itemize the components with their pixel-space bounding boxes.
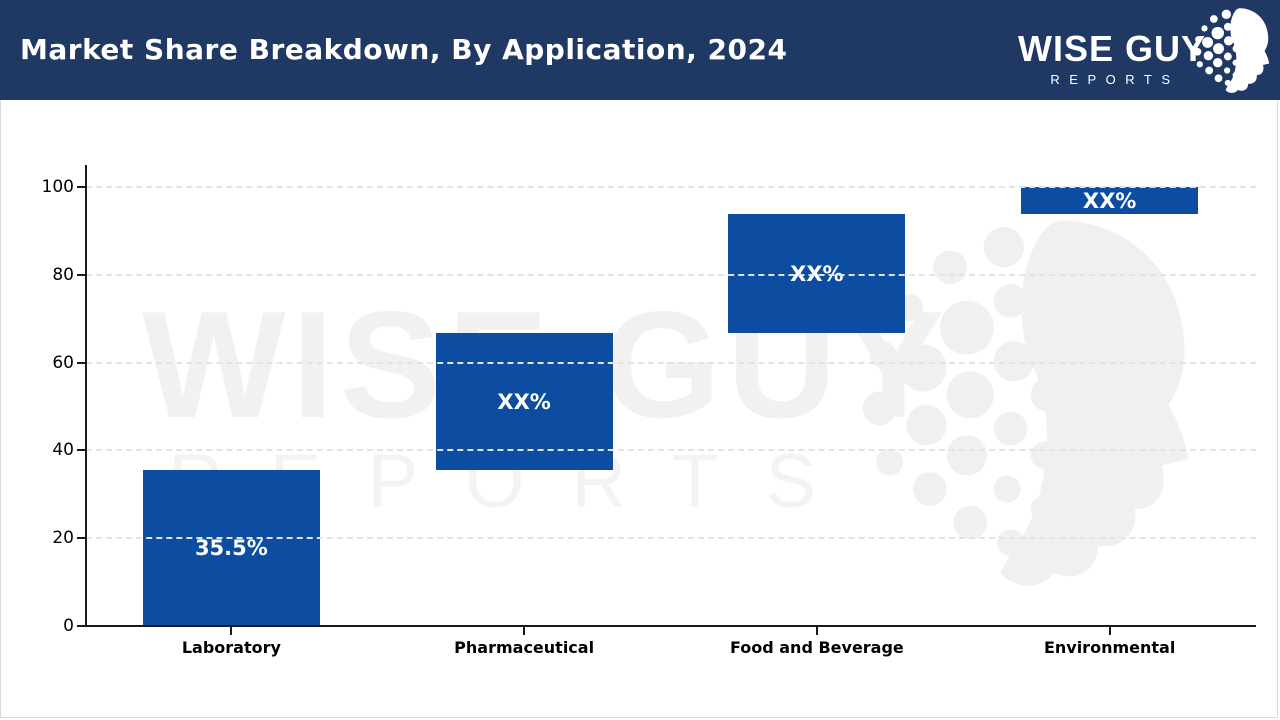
bar-environmental: XX% [1021,187,1199,215]
x-tick-mark-environmental [1108,627,1111,635]
bar-value-label-environmental: XX% [1082,188,1137,213]
brand-logo-text: WISE GUY REPORTS [1018,28,1206,87]
chart-title: Market Share Breakdown, By Application, … [20,33,788,66]
bar-laboratory: 35.5% [142,470,320,626]
bar-food-and-beverage: XX% [728,214,906,334]
y-tick-label-0: 0 [63,616,74,636]
x-axis-label-laboratory: Laboratory [181,638,281,657]
x-axis [85,625,1256,627]
brand-tagline: REPORTS [1050,72,1180,87]
x-axis-label-environmental: Environmental [1043,638,1176,657]
y-tick-mark-40 [77,449,85,452]
bar-value-label-laboratory: 35.5% [194,536,268,561]
y-tick-mark-20 [77,537,85,540]
y-tick-label-60: 60 [52,352,74,373]
header-bar: Market Share Breakdown, By Application, … [0,0,1280,100]
brand-name: WISE GUY [1017,28,1206,69]
brand-logo: WISE GUY REPORTS [1012,6,1270,94]
y-tick-mark-0 [77,625,85,627]
y-tick-label-40: 40 [52,440,74,461]
bar-value-label-food-and-beverage: XX% [790,261,844,286]
bar-pharmaceutical: XX% [435,333,613,471]
x-axis-label-food-and-beverage: Food and Beverage [729,638,904,657]
y-tick-label-20: 20 [52,528,74,549]
y-tick-mark-100 [77,186,85,188]
y-axis [85,165,87,627]
y-tick-label-100: 100 [41,177,74,197]
y-tick-mark-60 [77,361,85,364]
x-tick-mark-laboratory [230,627,233,635]
x-axis-label-pharmaceutical: Pharmaceutical [454,638,595,657]
x-tick-mark-pharmaceutical [523,627,526,635]
chart-area: WISE GUY REPORTS 35.5% XX% XX% XX% 0 20 40 60 8… [0,100,1280,720]
bar-value-label-pharmaceutical: XX% [497,389,551,414]
x-tick-mark-food-and-beverage [815,627,818,635]
y-tick-mark-80 [77,273,85,276]
brand-face-icon [1192,8,1270,94]
y-tick-label-80: 80 [52,264,74,285]
